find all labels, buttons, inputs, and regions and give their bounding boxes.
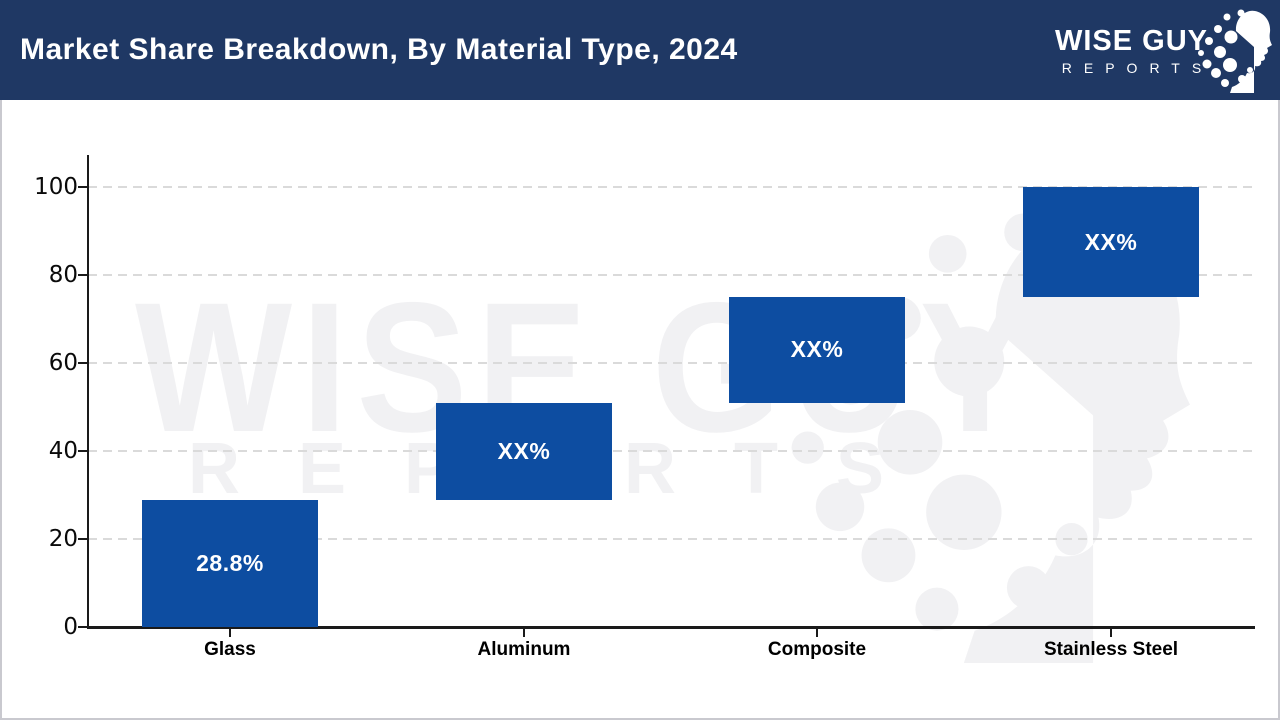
dotted-head-icon [1198,9,1272,93]
x-category-label: Composite [767,639,867,660]
y-tick-mark [78,450,87,452]
bar-glass: 28.8% [142,500,318,627]
watermark-head-icon [791,213,1190,663]
y-tick-mark [78,186,87,188]
y-tick-mark [78,538,87,540]
y-tick-label: 100 [34,174,78,200]
bar-value-label: XX% [497,437,551,464]
y-tick-label: 20 [48,526,78,552]
card-border-left [0,100,2,720]
y-tick-label: 80 [48,262,78,288]
header-bar: Market Share Breakdown, By Material Type… [0,0,1280,100]
bar-composite: XX% [729,297,905,403]
bar-value-label: 28.8% [196,550,264,577]
y-tick-mark [78,274,87,276]
gridline-y40 [88,450,1252,452]
card-border-right [1278,100,1280,720]
y-tick-label: 40 [48,438,78,464]
y-tick-mark [78,362,87,364]
x-tick-mark [523,629,525,637]
bar-value-label: XX% [790,336,844,363]
wise-guy-logo: WISE GUY REPORTS [1022,6,1272,94]
x-category-label: Aluminum [477,639,571,660]
logo-wordmark: WISE GUY [1054,24,1208,57]
x-axis-line [87,626,1255,629]
x-tick-mark [816,629,818,637]
logo-text: WISE GUY REPORTS [1055,25,1208,76]
x-tick-mark [1110,629,1112,637]
bar-stainless-steel: XX% [1023,187,1199,297]
gridline-y60 [88,362,1252,364]
x-category-label: Stainless Steel [1043,639,1179,660]
bar-aluminum: XX% [436,402,612,501]
x-tick-mark [229,629,231,637]
y-tick-label: 0 [63,614,78,640]
x-category-label: Glass [204,639,256,660]
gridline-y100 [88,186,1252,188]
y-tick-label: 60 [48,350,78,376]
bar-value-label: XX% [1084,228,1138,255]
gridline-y20 [88,538,1252,540]
y-axis-line [87,155,89,628]
gridline-y80 [88,274,1252,276]
logo-subtitle: REPORTS [1061,59,1214,76]
card-border-bottom [0,718,1280,720]
y-tick-mark [78,626,87,628]
page-title: Market Share Breakdown, By Material Type… [20,33,738,66]
